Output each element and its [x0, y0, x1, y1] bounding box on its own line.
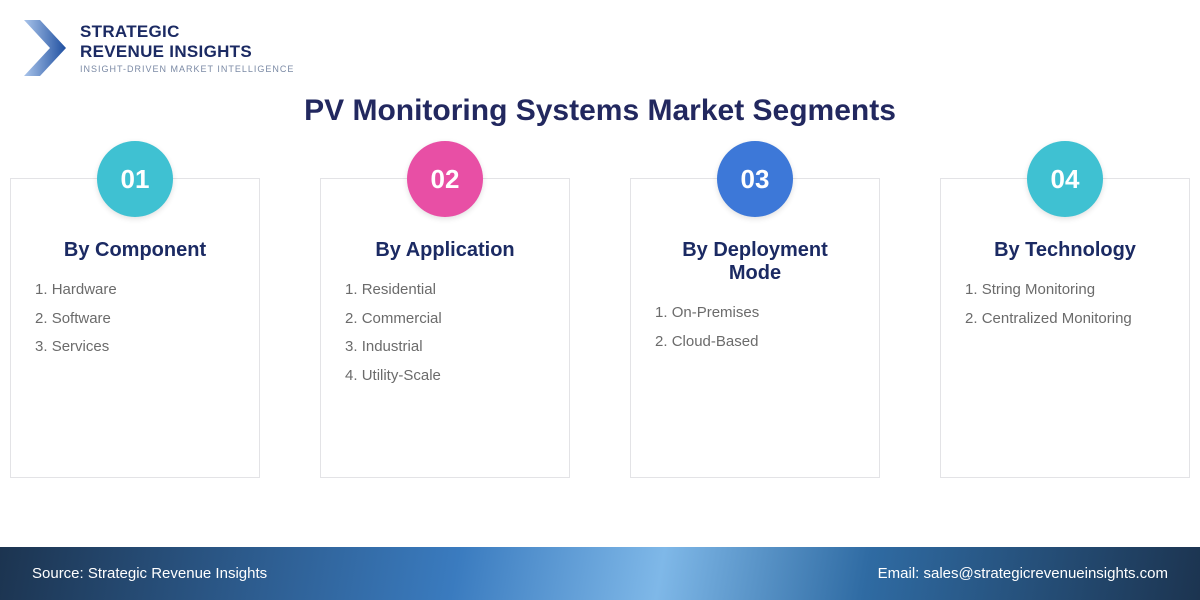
brand-text-block: STRATEGIC REVENUE INSIGHTS INSIGHT-DRIVE… — [80, 22, 294, 74]
badge-segment-3: 03 — [717, 141, 793, 217]
footer-email-text: Email: sales@strategicrevenueinsights.co… — [878, 565, 1168, 582]
brand-subtitle: INSIGHT-DRIVEN MARKET INTELLIGENCE — [80, 64, 294, 74]
brand-title-line1: STRATEGIC — [80, 22, 294, 42]
badge-number-3: 03 — [741, 164, 770, 195]
card-segment-1: 01 By Component 1. Hardware 2. Software … — [10, 178, 260, 478]
list-segment-3: 1. On-Premises 2. Cloud-Based — [655, 299, 855, 356]
footer-source-text: Source: Strategic Revenue Insights — [32, 565, 267, 582]
heading-segment-2: By Application — [345, 239, 545, 262]
footer-bar: Source: Strategic Revenue Insights Email… — [0, 547, 1200, 600]
badge-segment-1: 01 — [97, 141, 173, 217]
list-segment-2: 1. Residential 2. Commercial 3. Industri… — [345, 276, 545, 390]
badge-segment-2: 02 — [407, 141, 483, 217]
card-segment-2: 02 By Application 1. Residential 2. Comm… — [320, 178, 570, 478]
list-segment-4: 1. String Monitoring 2. Centralized Moni… — [965, 276, 1165, 333]
heading-segment-4: By Technology — [965, 239, 1165, 262]
heading-segment-3: By Deployment Mode — [655, 239, 855, 285]
badge-segment-4: 04 — [1027, 141, 1103, 217]
card-segment-4: 04 By Technology 1. String Monitoring 2.… — [940, 178, 1190, 478]
list-segment-1: 1. Hardware 2. Software 3. Services — [35, 276, 235, 362]
badge-number-4: 04 — [1051, 164, 1080, 195]
badge-number-2: 02 — [431, 164, 460, 195]
brand-title-line2: REVENUE INSIGHTS — [80, 42, 294, 62]
card-segment-3: 03 By Deployment Mode 1. On-Premises 2. … — [630, 178, 880, 478]
brand-chevron-icon — [24, 18, 70, 78]
brand-header: STRATEGIC REVENUE INSIGHTS INSIGHT-DRIVE… — [24, 18, 294, 78]
heading-segment-1: By Component — [35, 239, 235, 262]
badge-number-1: 01 — [121, 164, 150, 195]
segments-row: 01 By Component 1. Hardware 2. Software … — [10, 178, 1190, 478]
page-title: PV Monitoring Systems Market Segments — [0, 94, 1200, 128]
